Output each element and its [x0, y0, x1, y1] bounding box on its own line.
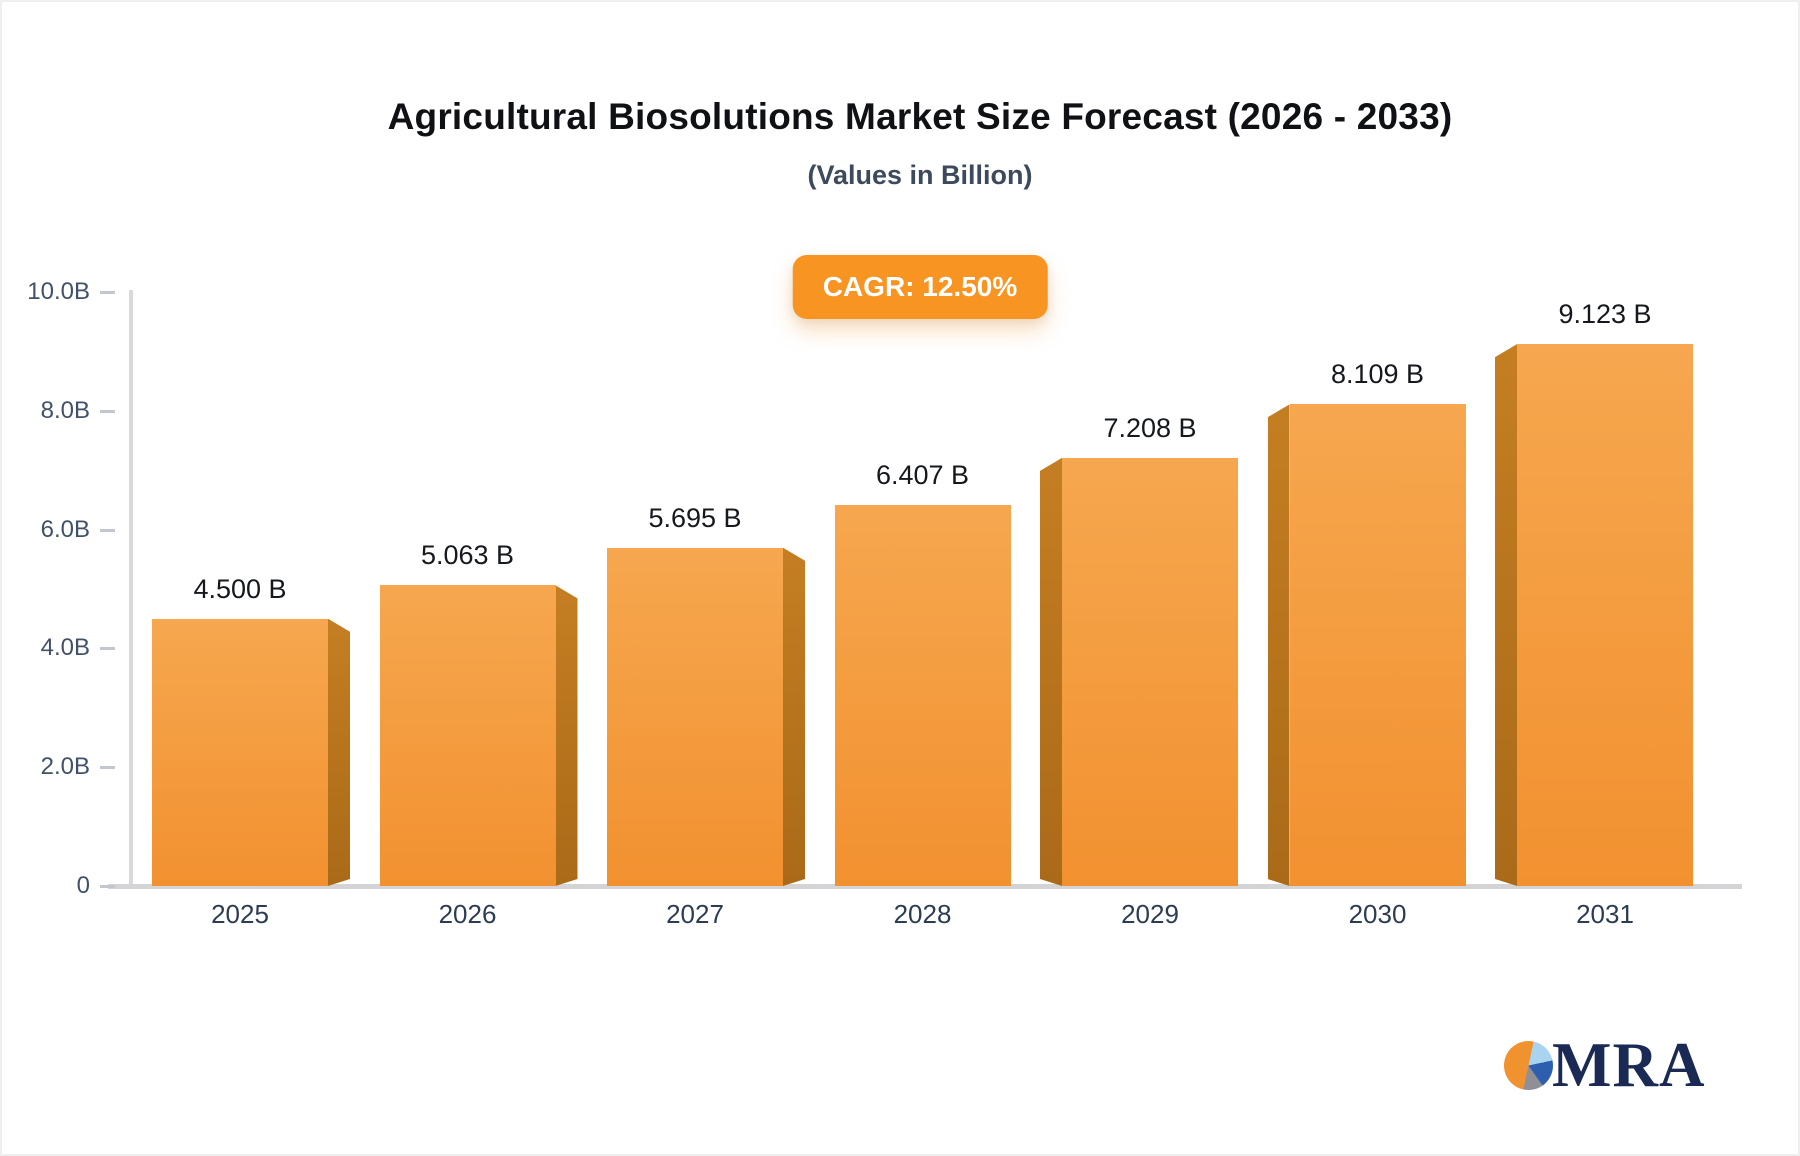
bar-3d-side-2027 — [783, 548, 805, 886]
bar-face-2027 — [607, 547, 783, 886]
bar-2029: 7.208 B — [1062, 413, 1238, 886]
x-axis-label-2029: 2029 — [1121, 899, 1179, 929]
y-axis-label-2.0B: 2.0B — [40, 753, 90, 781]
y-axis-tick — [100, 528, 115, 532]
x-axis-label-2025: 2025 — [211, 899, 269, 929]
bar-value-label-2029: 7.208 B — [1103, 412, 1197, 443]
bar-value-label-2027: 5.695 B — [648, 502, 742, 533]
y-axis-tick — [100, 409, 115, 413]
bar-3d-side-2025 — [328, 619, 350, 886]
y-axis-label-10.0B: 10.0B — [27, 278, 90, 305]
y-axis-label-6.0B: 6.0B — [40, 515, 90, 543]
y-axis-label-8.0B: 8.0B — [40, 396, 90, 424]
y-axis-tick — [100, 885, 115, 888]
x-axis-label-2030: 2030 — [1348, 899, 1407, 929]
x-axis-label-2031: 2031 — [1576, 899, 1634, 929]
chart-title: Agricultural Biosolutions Market Size Fo… — [387, 96, 1453, 137]
bar-face-2031 — [1517, 344, 1693, 886]
bar-3d-side-2029 — [1040, 458, 1062, 886]
y-axis-label-0: 0 — [76, 872, 90, 899]
x-axis-label-2028: 2028 — [893, 899, 952, 929]
bar-value-label-2030: 8.109 B — [1330, 359, 1425, 390]
y-axis-tick — [100, 766, 115, 770]
bar-face-2030 — [1289, 404, 1466, 886]
chart-subtitle: (Values in Billion) — [807, 160, 1033, 190]
bar-2030: 8.109 B — [1289, 359, 1466, 886]
bar-3d-side-2030 — [1268, 404, 1290, 886]
x-axis-label-2027: 2027 — [666, 899, 724, 929]
cagr-badge: CAGR: 12.50% — [792, 255, 1048, 319]
bar-2027: 5.695 B — [607, 503, 783, 886]
y-axis-label-4.0B: 4.0B — [40, 634, 90, 662]
y-axis-line — [129, 290, 133, 886]
bar-2031: 9.123 B — [1517, 299, 1693, 886]
bar-value-label-2025: 4.500 B — [193, 573, 287, 604]
bar-value-label-2031: 9.123 B — [1558, 299, 1652, 330]
bar-3d-side-2031 — [1495, 344, 1517, 886]
x-axis-baseline — [108, 884, 1742, 889]
logo-text: MRA — [1552, 1030, 1706, 1100]
y-axis-tick — [100, 291, 115, 294]
bar-3d-side-2026 — [556, 585, 578, 886]
bar-value-label-2028: 6.407 B — [875, 460, 970, 491]
bar-2028: 6.407 B — [834, 460, 1011, 886]
y-axis-tick — [100, 647, 115, 651]
x-axis-label-2026: 2026 — [438, 899, 497, 929]
bar-face-2029 — [1062, 457, 1238, 886]
pie-chart-logo-icon — [1504, 1041, 1553, 1090]
bar-face-2028 — [834, 505, 1011, 886]
mra-logo: MRA — [1504, 1034, 1705, 1097]
bar-2026: 5.063 B — [379, 540, 556, 886]
bar-2025: 4.500 B — [152, 574, 328, 886]
bar-face-2025 — [152, 618, 328, 886]
bar-value-label-2026: 5.063 B — [420, 540, 515, 571]
bar-face-2026 — [379, 585, 556, 886]
